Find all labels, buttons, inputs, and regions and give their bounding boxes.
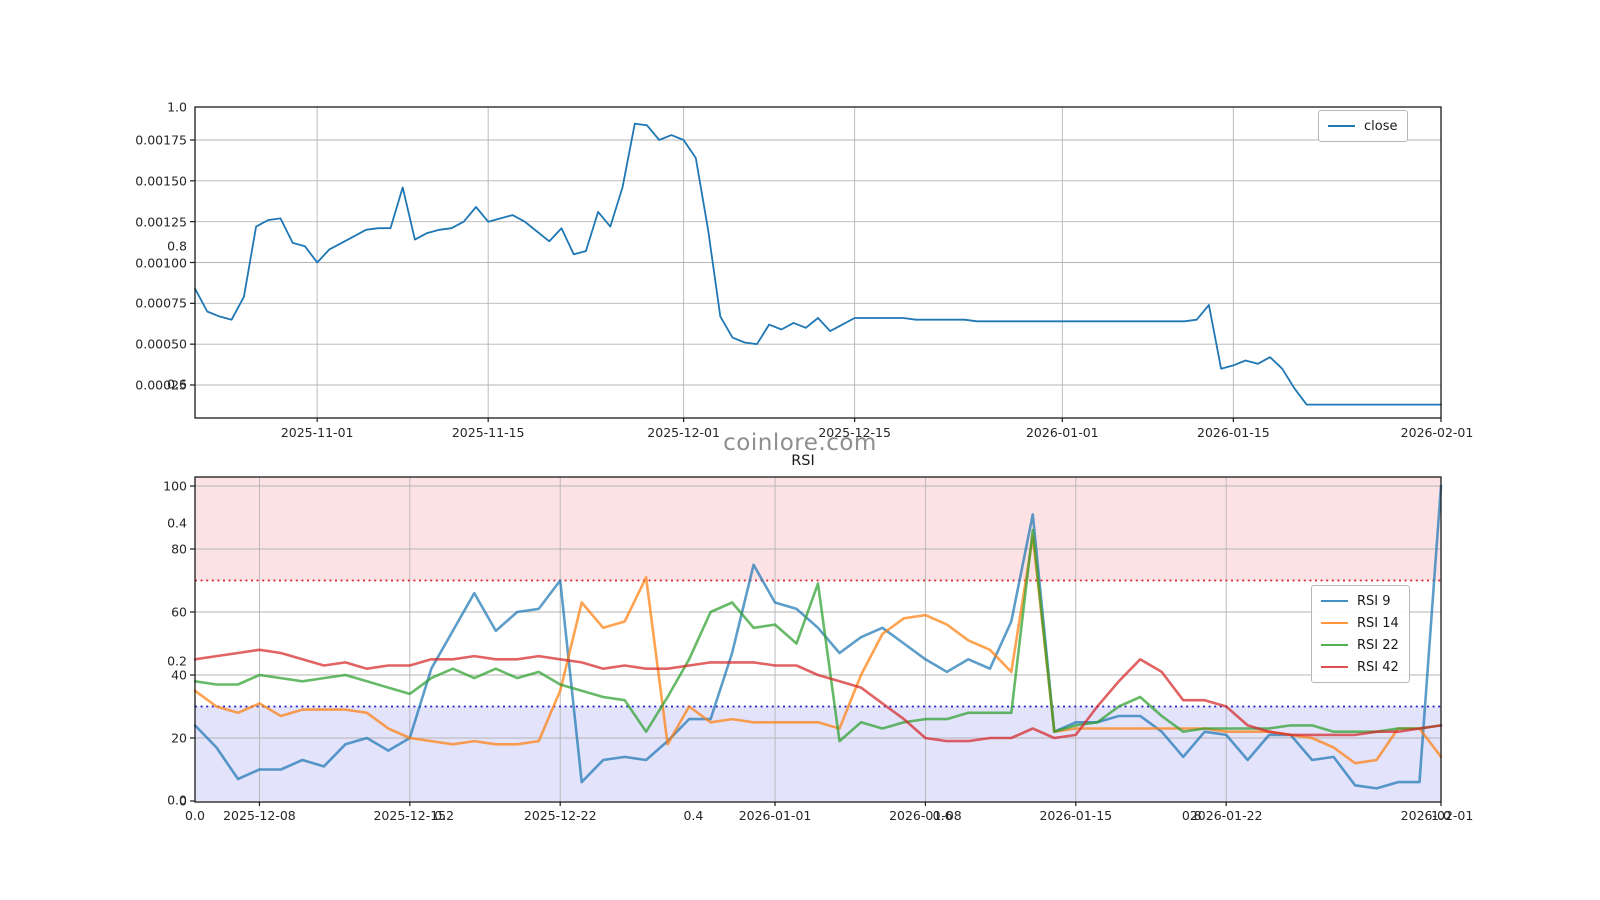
ghost-y-tick-label: 0.8: [167, 238, 187, 254]
rsi-x-tick-label: 2026-02-01: [1400, 808, 1474, 823]
legend-label-rsi42: RSI 42: [1357, 659, 1399, 675]
close-line-swatch: [1328, 125, 1355, 127]
legend-label-rsi22: RSI 22: [1357, 637, 1399, 653]
legend-label-rsi14: RSI 14: [1357, 615, 1399, 631]
legend-row-rsi9: RSI 9: [1321, 590, 1399, 612]
price-y-tick-label: 0.00050: [135, 336, 187, 352]
ghost-y-tick-label: 1.0: [167, 99, 187, 115]
ghost-y-tick-label: 0.4: [167, 515, 187, 531]
price-y-tick-label: 0.00175: [135, 132, 187, 148]
rsi-x-tick-label: 2025-12-22: [523, 808, 597, 823]
price-x-tick-label: 2026-02-01: [1400, 425, 1474, 440]
ghost-y-tick-label: 0.0: [167, 792, 187, 808]
price-x-tick-label: 2026-01-01: [1025, 425, 1099, 440]
rsi-x-tick-label: 2026-01-22: [1189, 808, 1263, 823]
price-x-tick-label: 2025-12-01: [647, 425, 720, 440]
rsi-x-tick-label: 2026-01-08: [889, 808, 962, 823]
ghost-x-tick-label: 0.2: [434, 808, 455, 823]
ghost-y-tick-label: 0.6: [167, 376, 187, 392]
price-y-tick-label: 0.00125: [135, 214, 187, 230]
rsi-x-tick-label: 2026-01-01: [738, 808, 812, 823]
rsi-y-tick-label: 20: [171, 730, 187, 746]
rsi-legend: RSI 9 RSI 14 RSI 22 RSI 42: [1311, 585, 1410, 683]
legend-row-rsi22: RSI 22: [1321, 634, 1399, 656]
ghost-y-tick-label: 0.2: [167, 653, 187, 669]
ghost-x-tick-label: 1.0: [1431, 808, 1451, 823]
price-y-tick-label: 0.00025: [135, 377, 187, 393]
ghost-x-tick-label: 0.0: [185, 808, 205, 823]
rsi-chart-title: RSI: [791, 453, 815, 469]
price-y-tick-label: 0.00075: [135, 295, 187, 311]
price-y-tick-label: 0.00100: [135, 255, 187, 270]
legend-row-rsi14: RSI 14: [1321, 612, 1399, 634]
legend-row-rsi42: RSI 42: [1321, 656, 1399, 678]
rsi-y-tick-label: 60: [171, 604, 187, 620]
ghost-x-tick-label: 0.6: [932, 808, 953, 823]
rsi-x-tick-label: 2025-12-15: [373, 808, 447, 823]
rsi-y-tick-label: 100: [163, 478, 187, 494]
rsi-y-tick-label: 0: [179, 793, 187, 809]
price-legend: close: [1318, 110, 1409, 142]
legend-label-rsi9: RSI 9: [1357, 593, 1391, 609]
price-x-tick-label: 2025-12-15: [818, 425, 891, 440]
rsi42-line-swatch: [1321, 666, 1348, 668]
price-y-tick-label: 0.00150: [135, 173, 187, 189]
legend-label-close: close: [1364, 118, 1398, 134]
price-x-tick-label: 2025-11-01: [280, 425, 354, 440]
ghost-x-tick-label: 0.4: [683, 808, 704, 823]
rsi9-line-swatch: [1321, 600, 1348, 602]
legend-row-close: close: [1328, 115, 1397, 137]
rsi22-line-swatch: [1321, 644, 1348, 646]
price-x-tick-label: 2026-01-15: [1197, 425, 1270, 440]
ghost-x-tick-label: 0.8: [1181, 808, 1202, 823]
watermark: coinlore.com: [723, 430, 877, 456]
rsi-x-tick-label: 2025-12-08: [223, 808, 296, 823]
rsi-y-tick-label: 40: [171, 667, 187, 683]
price-x-tick-label: 2025-11-15: [451, 425, 525, 440]
rsi-y-tick-label: 80: [171, 541, 187, 557]
rsi-x-tick-label: 2026-01-15: [1039, 808, 1113, 823]
rsi14-line-swatch: [1321, 622, 1348, 624]
